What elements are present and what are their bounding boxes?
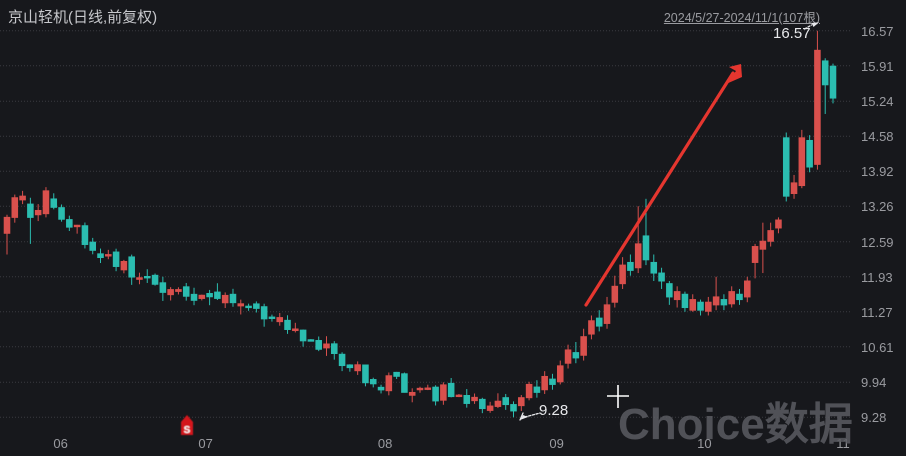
svg-text:S: S <box>184 425 191 436</box>
